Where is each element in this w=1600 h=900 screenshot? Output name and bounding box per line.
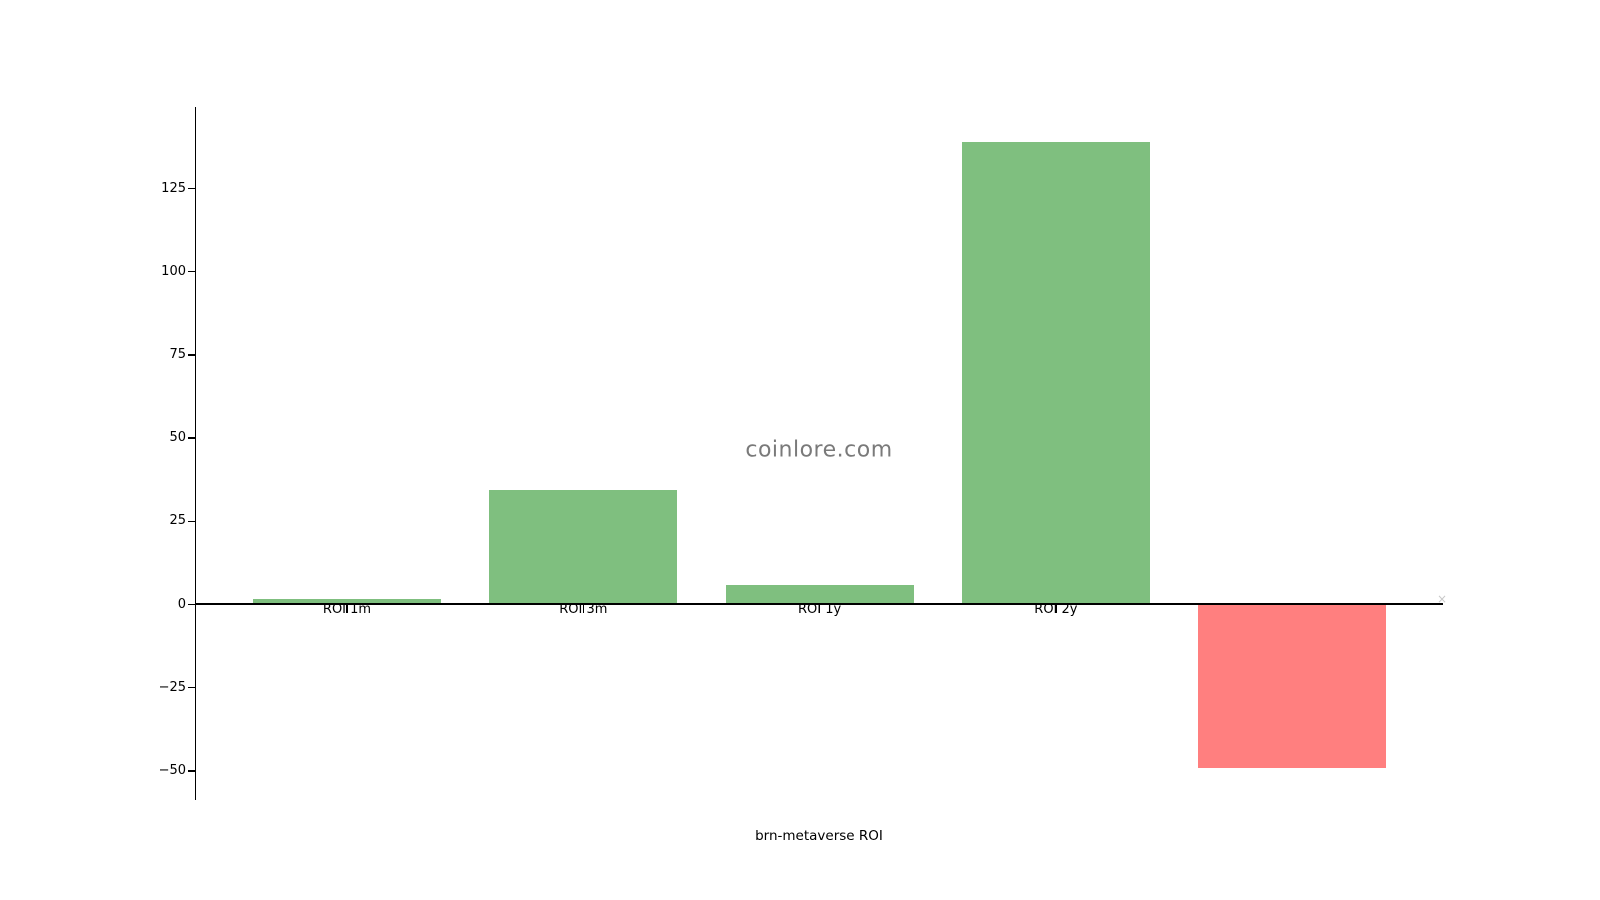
bar-roi-3m xyxy=(489,489,678,605)
y-tick-label: −25 xyxy=(158,679,186,695)
y-tick-mark xyxy=(188,187,195,190)
y-tick-label: 125 xyxy=(161,180,186,196)
y-tick-label: 25 xyxy=(169,513,186,529)
y-axis-line xyxy=(194,107,197,800)
bar-roi-2y xyxy=(961,141,1150,605)
x-tick-mark xyxy=(1055,604,1057,613)
y-tick-mark xyxy=(188,520,195,522)
y-tick-label: −50 xyxy=(158,762,186,778)
x-axis-line xyxy=(194,603,1443,605)
y-tick-mark xyxy=(188,271,195,273)
axis-end-marker: × xyxy=(1436,592,1448,606)
y-tick-mark xyxy=(188,603,195,606)
y-tick-mark xyxy=(188,437,195,439)
y-tick-mark xyxy=(188,770,195,772)
bar-roi-1y xyxy=(725,584,914,605)
y-tick-mark xyxy=(188,354,195,356)
y-tick-label: 50 xyxy=(169,430,186,446)
y-tick-label: 0 xyxy=(177,596,186,612)
x-tick-mark xyxy=(346,604,348,613)
y-tick-mark xyxy=(188,687,195,689)
x-tick-mark xyxy=(818,604,821,613)
chart-title: brn-metaverse ROI xyxy=(755,828,883,844)
y-tick-label: 100 xyxy=(161,263,186,279)
watermark: coinlore.com xyxy=(745,437,893,463)
bar-negative-5 xyxy=(1198,604,1387,768)
y-tick-label: 75 xyxy=(169,346,186,362)
x-tick-mark xyxy=(582,604,584,613)
bar-roi-1m xyxy=(253,598,441,605)
